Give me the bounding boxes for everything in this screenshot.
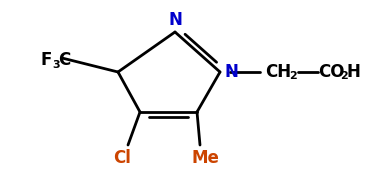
Text: N: N <box>225 63 239 81</box>
Text: 2: 2 <box>340 71 348 81</box>
Text: CH: CH <box>265 63 291 81</box>
Text: C: C <box>58 51 70 69</box>
Text: N: N <box>168 11 182 29</box>
Text: H: H <box>347 63 361 81</box>
Text: CO: CO <box>318 63 345 81</box>
Text: Me: Me <box>191 149 219 167</box>
Text: 2: 2 <box>289 71 297 81</box>
Text: 3: 3 <box>52 60 60 70</box>
Text: Cl: Cl <box>113 149 131 167</box>
Text: F: F <box>41 51 52 69</box>
